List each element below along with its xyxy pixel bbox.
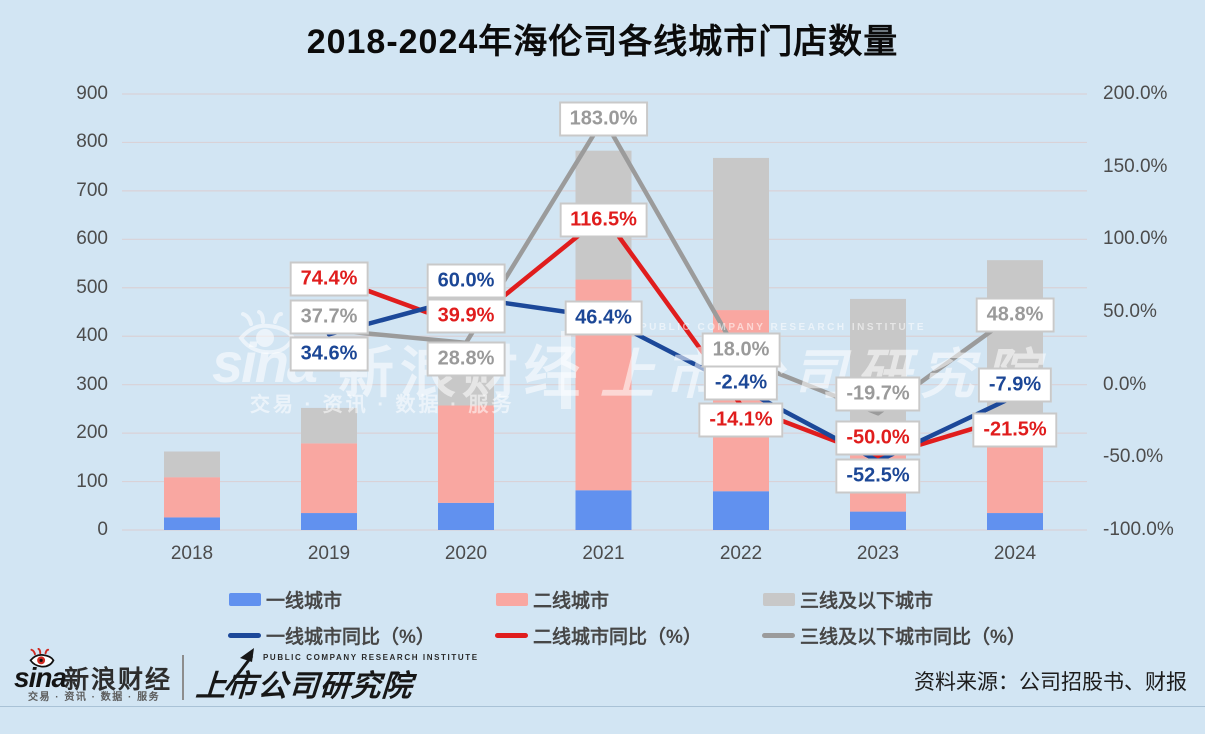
- yoy-label-一线城市同比（%）-2024: -7.9%: [977, 367, 1053, 403]
- y-axis-right-tick: 200.0%: [1103, 83, 1168, 104]
- y-axis-left-tick: 100: [76, 470, 108, 492]
- institute-arrow-icon: [224, 648, 254, 691]
- x-axis-label-2024: 2024: [993, 543, 1037, 564]
- yoy-label-三线及以下城市同比（%）-2020: 28.8%: [426, 341, 506, 377]
- bar-segment-三线及以下城市-2018: [164, 451, 220, 478]
- y-axis-right-tick: 50.0%: [1103, 301, 1157, 322]
- bar-segment-一线城市-2024: [987, 513, 1043, 530]
- y-axis-left-tick: 600: [76, 228, 108, 250]
- yoy-label-一线城市同比（%）-2021: 46.4%: [564, 300, 643, 336]
- sina-tagline: 交易 · 资讯 · 数据 · 服务: [28, 692, 161, 703]
- legend-label: 二线城市同比（%）: [533, 626, 702, 648]
- y-axis-left-tick: 200: [76, 422, 108, 444]
- x-axis-label-2020: 2020: [444, 543, 488, 564]
- bar-segment-二线城市-2024: [987, 441, 1043, 514]
- bar-segment-一线城市-2023: [850, 511, 906, 530]
- footer-rule: [0, 706, 1205, 707]
- legend-swatch-tier1: [229, 592, 261, 606]
- legend-swatch-tier2-yoy: [495, 632, 528, 638]
- legend-label: 三线及以下城市: [800, 590, 934, 612]
- data-source-note: 资料来源：公司招股书、财报: [914, 671, 1187, 694]
- y-axis-right-tick: 100.0%: [1103, 228, 1168, 250]
- x-axis-label-2023: 2023: [856, 543, 900, 564]
- sina-wordmark: sina: [14, 662, 67, 693]
- bar-segment-三线及以下城市-2019: [301, 407, 357, 444]
- legend-swatch-tier3-yoy: [762, 632, 795, 638]
- legend-label: 二线城市: [533, 590, 610, 612]
- x-axis-label-2019: 2019: [307, 543, 351, 564]
- x-axis-label-2018: 2018: [170, 543, 214, 564]
- bar-segment-一线城市-2020: [438, 502, 494, 530]
- y-axis-left-tick: 900: [76, 83, 108, 104]
- bar-segment-二线城市-2020: [438, 405, 494, 503]
- footer: sina 新浪财经 交易 · 资讯 · 数据 · 服务 上市公司研究院 PUBL…: [0, 648, 1205, 708]
- y-axis-left-tick: 0: [97, 519, 108, 540]
- y-axis-right-tick: 0.0%: [1103, 373, 1147, 395]
- chart-title: 2018-2024年海伦司各线城市门店数量: [306, 23, 899, 61]
- y-axis-left-tick: 300: [76, 373, 108, 395]
- yoy-label-三线及以下城市同比（%）-2024: 48.8%: [975, 297, 1055, 333]
- y-axis-right-tick: 150.0%: [1103, 155, 1168, 177]
- sina-eye-icon: [29, 648, 55, 668]
- yoy-label-二线城市同比（%）-2020: 39.9%: [426, 298, 506, 334]
- y-axis-left-tick: 800: [76, 131, 108, 153]
- sina-finance-logo-text: 新浪财经: [64, 666, 173, 694]
- x-axis-label-2021: 2021: [582, 543, 625, 564]
- institute-logo-subtitle: PUBLIC COMPANY RESEARCH INSTITUTE: [263, 653, 479, 662]
- bar-segment-一线城市-2022: [713, 491, 769, 530]
- legend-item-tier3-line: 三线及以下城市同比（%）: [762, 624, 1026, 648]
- bar-segment-三线及以下城市-2022: [713, 157, 769, 311]
- bar-segment-二线城市-2018: [164, 477, 220, 518]
- yoy-label-一线城市同比（%）-2023: -52.5%: [835, 458, 921, 494]
- legend-item-tier1-line: 一线城市同比（%）: [228, 624, 435, 648]
- legend-swatch-tier3: [763, 592, 795, 606]
- yoy-label-三线及以下城市同比（%）-2021: 183.0%: [558, 101, 649, 137]
- bar-segment-二线城市-2019: [301, 443, 357, 514]
- yoy-label-三线及以下城市同比（%）-2022: 18.0%: [701, 332, 781, 368]
- bar-segment-一线城市-2019: [301, 513, 357, 530]
- legend-item-tier2-line: 二线城市同比（%）: [495, 624, 702, 648]
- yoy-label-三线及以下城市同比（%）-2019: 37.7%: [289, 299, 369, 335]
- yoy-label-二线城市同比（%）-2024: -21.5%: [972, 412, 1058, 448]
- legend-item-tier2-bar: 二线城市: [496, 588, 610, 612]
- yoy-label-一线城市同比（%）-2019: 34.6%: [289, 336, 369, 372]
- yoy-label-二线城市同比（%）-2019: 74.4%: [289, 261, 369, 297]
- yoy-label-三线及以下城市同比（%）-2023: -19.7%: [835, 376, 921, 412]
- yoy-label-二线城市同比（%）-2023: -50.0%: [835, 420, 921, 456]
- bar-segment-一线城市-2018: [164, 517, 220, 530]
- y-axis-left-tick: 700: [76, 179, 108, 201]
- legend-swatch-tier2: [496, 592, 528, 606]
- bar-segment-三线及以下城市-2024: [987, 260, 1043, 442]
- x-axis-label-2022: 2022: [719, 543, 763, 564]
- legend-item-tier3-bar: 三线及以下城市: [763, 588, 934, 612]
- legend-swatch-tier1-yoy: [228, 632, 261, 638]
- legend-label: 一线城市同比（%）: [266, 626, 435, 648]
- yoy-label-一线城市同比（%）-2020: 60.0%: [426, 263, 506, 299]
- yoy-label-二线城市同比（%）-2021: 116.5%: [559, 202, 648, 238]
- y-axis-left-tick: 500: [76, 276, 108, 298]
- bar-segment-一线城市-2021: [575, 490, 632, 530]
- yoy-label-一线城市同比（%）-2022: -2.4%: [703, 365, 779, 401]
- y-axis-right-tick: -50.0%: [1103, 446, 1164, 468]
- legend-item-tier1-bar: 一线城市: [229, 588, 343, 612]
- y-axis-left-tick: 400: [76, 325, 108, 347]
- yoy-label-二线城市同比（%）-2022: -14.1%: [698, 402, 784, 438]
- y-axis-right-tick: -100.0%: [1103, 519, 1174, 540]
- footer-divider: [182, 655, 184, 700]
- legend-label: 三线及以下城市同比（%）: [800, 626, 1026, 648]
- legend-label: 一线城市: [266, 590, 343, 612]
